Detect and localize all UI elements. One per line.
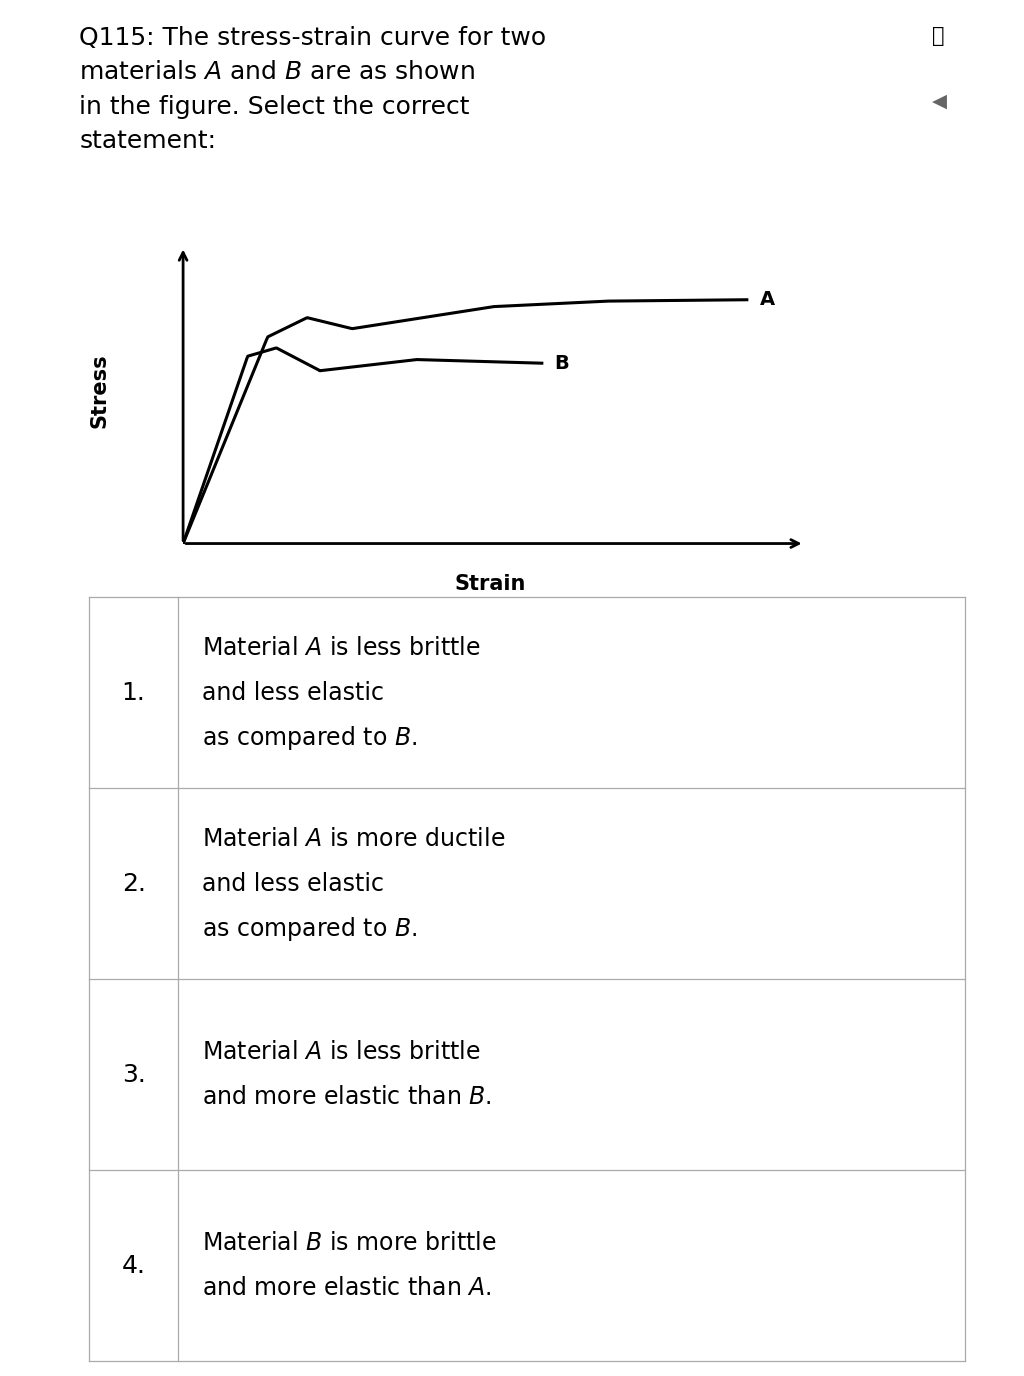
Text: 1.: 1. — [122, 681, 145, 705]
Text: and less elastic: and less elastic — [202, 681, 384, 705]
Text: Q115: The stress-strain curve for two
materials $A$ and $B$ are as shown
in the : Q115: The stress-strain curve for two ma… — [80, 26, 547, 153]
Text: as compared to $B$.: as compared to $B$. — [202, 915, 417, 943]
Text: 2.: 2. — [122, 872, 145, 896]
Text: Material $A$ is more ductile: Material $A$ is more ductile — [202, 827, 505, 850]
Text: and less elastic: and less elastic — [202, 872, 384, 896]
Text: ◀: ◀ — [932, 92, 947, 111]
Text: Material $A$ is less brittle: Material $A$ is less brittle — [202, 636, 480, 659]
Text: 4.: 4. — [122, 1254, 145, 1278]
Text: and more elastic than $A$.: and more elastic than $A$. — [202, 1277, 492, 1300]
Text: Material $B$ is more brittle: Material $B$ is more brittle — [202, 1232, 497, 1255]
Text: and more elastic than $B$.: and more elastic than $B$. — [202, 1086, 492, 1109]
Text: Material $A$ is less brittle: Material $A$ is less brittle — [202, 1040, 480, 1064]
Text: 🔖: 🔖 — [932, 26, 944, 45]
Text: 3.: 3. — [122, 1062, 145, 1087]
Text: as compared to $B$.: as compared to $B$. — [202, 724, 417, 753]
